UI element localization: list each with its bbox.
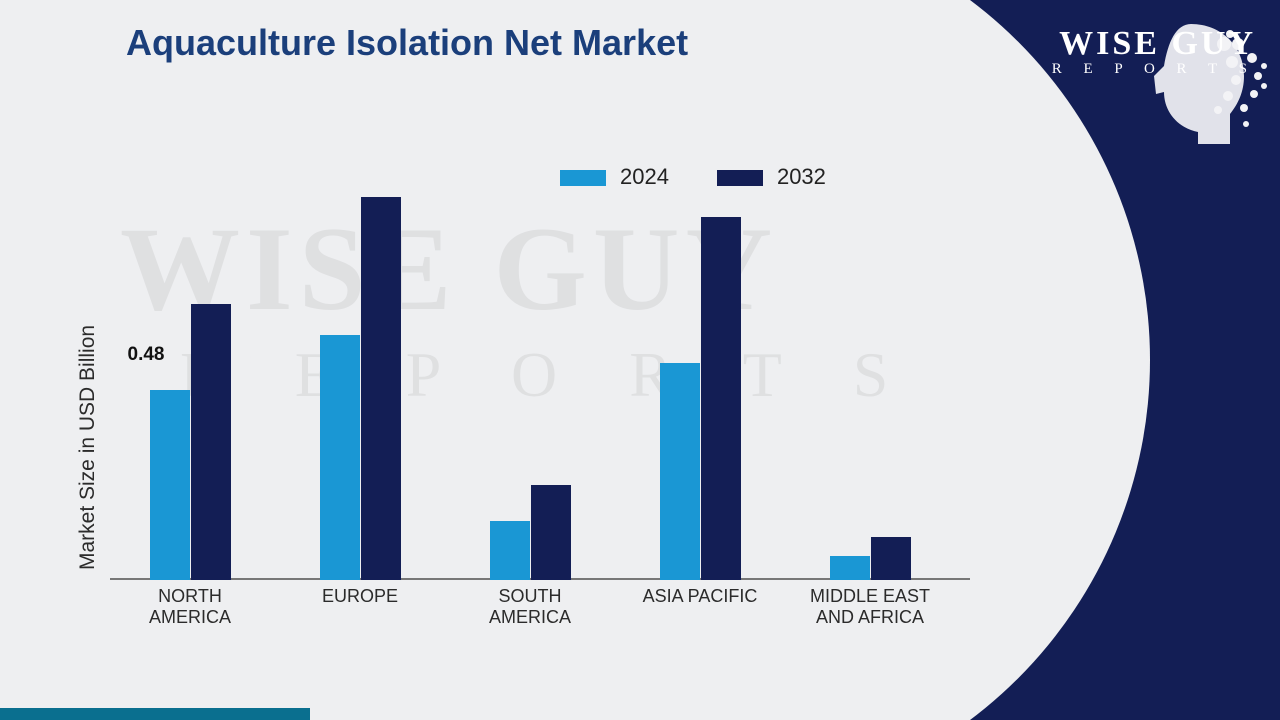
brand-logo-text: WISE GUY R E P O R T S bbox=[1052, 26, 1256, 77]
bar-2032-4 bbox=[871, 537, 911, 580]
bar-2024-2 bbox=[490, 521, 530, 580]
bar-2024-0 bbox=[150, 390, 190, 580]
brand-line2: R E P O R T S bbox=[1052, 62, 1256, 78]
brand-line1: WISE GUY bbox=[1052, 26, 1256, 62]
bar-2024-4 bbox=[830, 556, 870, 580]
legend-swatch-2032 bbox=[717, 170, 763, 186]
canvas: WISE GUY R E P O R T S WISE GUY R E P O … bbox=[0, 0, 1280, 720]
bar-2032-1 bbox=[361, 197, 401, 580]
category-label-0: NORTH AMERICA bbox=[120, 586, 260, 627]
category-label-2: SOUTH AMERICA bbox=[460, 586, 600, 627]
legend-swatch-2024 bbox=[560, 170, 606, 186]
value-label-0: 0.48 bbox=[128, 344, 165, 366]
bottom-accent-bar bbox=[0, 708, 310, 720]
bar-2032-0 bbox=[191, 304, 231, 581]
category-label-1: EUROPE bbox=[290, 586, 430, 607]
bar-2024-3 bbox=[660, 363, 700, 580]
bar-2024-1 bbox=[320, 335, 360, 580]
bar-2032-3 bbox=[701, 217, 741, 580]
bar-2032-2 bbox=[531, 485, 571, 580]
y-axis-label: Market Size in USD Billion bbox=[76, 325, 100, 570]
category-label-3: ASIA PACIFIC bbox=[630, 586, 770, 607]
category-label-4: MIDDLE EAST AND AFRICA bbox=[800, 586, 940, 627]
chart-plot-area: NORTH AMERICAEUROPESOUTH AMERICAASIA PAC… bbox=[110, 185, 970, 580]
chart-title: Aquaculture Isolation Net Market bbox=[126, 22, 688, 64]
